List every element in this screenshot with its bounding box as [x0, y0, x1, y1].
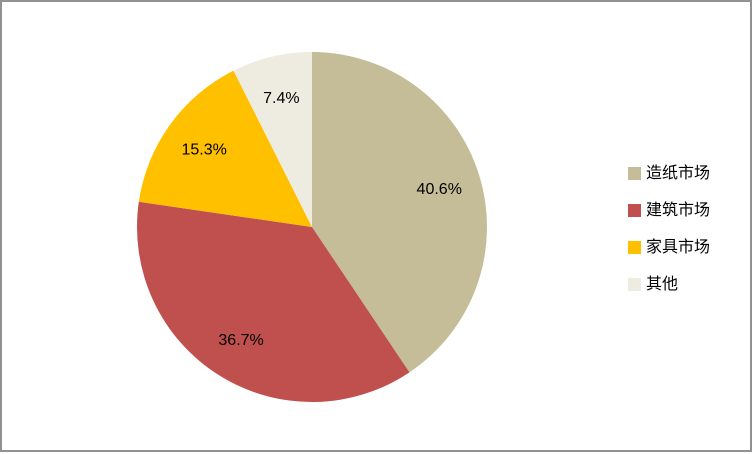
slice-label-paper-market: 40.6% — [417, 181, 462, 198]
legend-swatch-other — [628, 278, 641, 291]
legend-swatch-paper-market — [628, 167, 641, 180]
legend-swatch-furniture-market — [628, 241, 641, 254]
legend-item-construction-market[interactable]: 建筑市场 — [628, 202, 710, 219]
pie-slice-construction-market[interactable] — [137, 201, 410, 402]
pie-slice-paper-market[interactable] — [312, 52, 488, 373]
legend-item-paper-market[interactable]: 造纸市场 — [628, 165, 710, 182]
pie-slice-other[interactable] — [233, 52, 312, 227]
slice-label-construction-market: 36.7% — [218, 332, 263, 349]
legend-label-other: 其他 — [646, 275, 679, 293]
legend-label-construction-market: 建筑市场 — [646, 201, 711, 219]
legend-item-furniture-market[interactable]: 家具市场 — [628, 239, 710, 256]
legend-label-paper-market: 造纸市场 — [646, 164, 711, 182]
slice-label-furniture-market: 15.3% — [181, 142, 226, 159]
legend-swatch-construction-market — [628, 204, 641, 217]
slice-label-other: 7.4% — [263, 90, 299, 107]
legend: 造纸市场 建筑市场 家具市场 其他 — [628, 165, 710, 313]
legend-item-other[interactable]: 其他 — [628, 276, 710, 293]
legend-label-furniture-market: 家具市场 — [646, 238, 711, 256]
pie-slice-furniture-market[interactable] — [138, 70, 312, 227]
